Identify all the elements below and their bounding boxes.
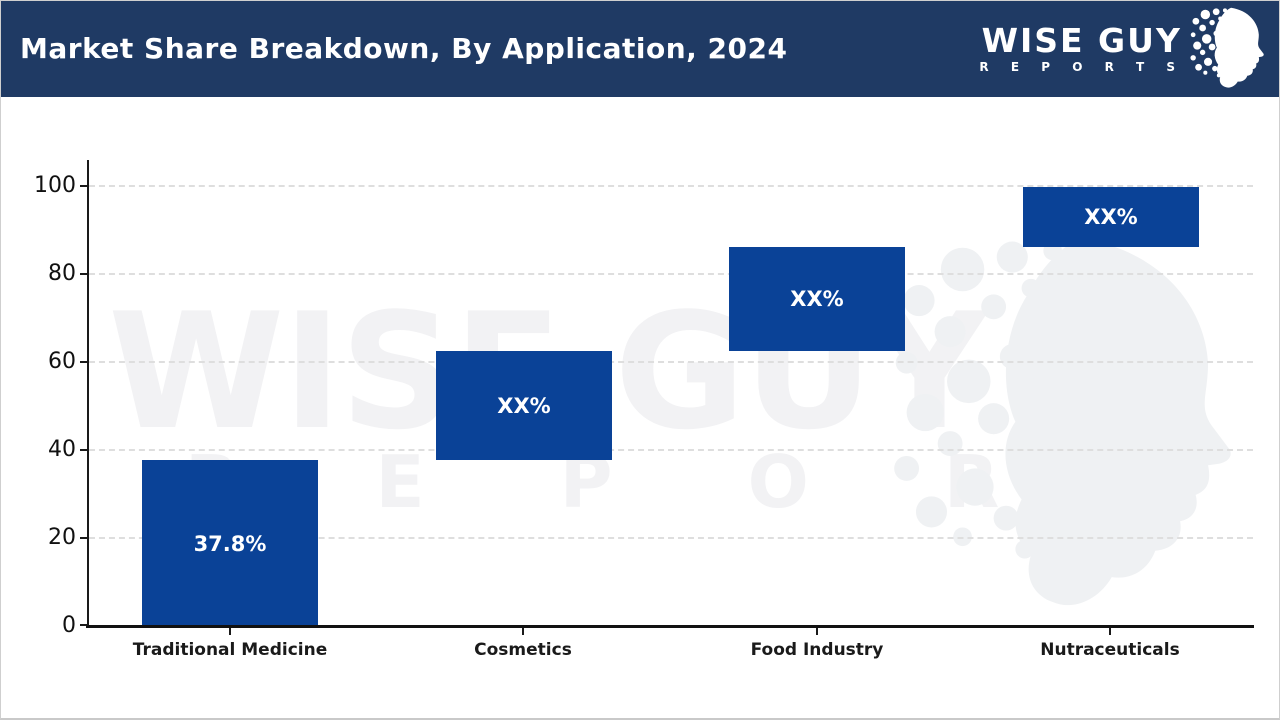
bar-cosmetics: XX%: [436, 351, 612, 460]
x-category-label: Cosmetics: [474, 640, 572, 660]
gridline-20: [89, 537, 1253, 539]
x-axis-line: [86, 625, 1254, 628]
y-tick: [80, 449, 88, 451]
bar-value-label: XX%: [497, 393, 551, 418]
x-tick: [522, 628, 524, 635]
y-tick: [80, 537, 88, 539]
bar-value-label: XX%: [1084, 205, 1138, 229]
brand-logo-text: WISE GUY R E P O R T S: [979, 20, 1184, 75]
wiseguy-head-icon: [1190, 7, 1264, 88]
x-category-label: Nutraceuticals: [1040, 640, 1180, 660]
x-category-label: Food Industry: [750, 640, 884, 660]
bar-food-industry: XX%: [729, 247, 905, 351]
brand-logo: WISE GUY R E P O R T S: [979, 4, 1268, 94]
gridline-60: [89, 361, 1253, 363]
x-tick: [816, 628, 818, 635]
header-bar: Market Share Breakdown, By Application, …: [0, 0, 1280, 97]
y-tick-label: 60: [48, 349, 76, 374]
gridline-80: [89, 273, 1253, 275]
y-tick-label: 20: [48, 525, 76, 550]
y-tick: [80, 273, 88, 275]
y-tick-label: 100: [34, 173, 76, 198]
y-tick-label: 0: [62, 613, 76, 638]
x-tick: [1109, 628, 1111, 635]
y-tick-label: 40: [48, 437, 76, 462]
y-tick: [80, 624, 88, 626]
gridline-100: [89, 185, 1253, 187]
y-tick-label: 80: [48, 261, 76, 286]
page-title: Market Share Breakdown, By Application, …: [20, 32, 788, 65]
bar-traditional-medicine: 37.8%: [142, 460, 318, 627]
bar-value-label: 37.8%: [193, 531, 267, 556]
y-tick: [80, 361, 88, 363]
y-tick: [80, 185, 88, 187]
brand-subtitle: R E P O R T S: [979, 60, 1184, 75]
bar-value-label: XX%: [790, 287, 844, 311]
bar-nutraceuticals: XX%: [1023, 187, 1199, 247]
brand-name: WISE GUY: [981, 20, 1182, 60]
x-category-label: Traditional Medicine: [132, 640, 328, 660]
x-tick: [229, 628, 231, 635]
y-axis-line: [87, 160, 89, 628]
watermark-head-icon: [894, 238, 1231, 606]
gridline-40: [89, 449, 1253, 451]
